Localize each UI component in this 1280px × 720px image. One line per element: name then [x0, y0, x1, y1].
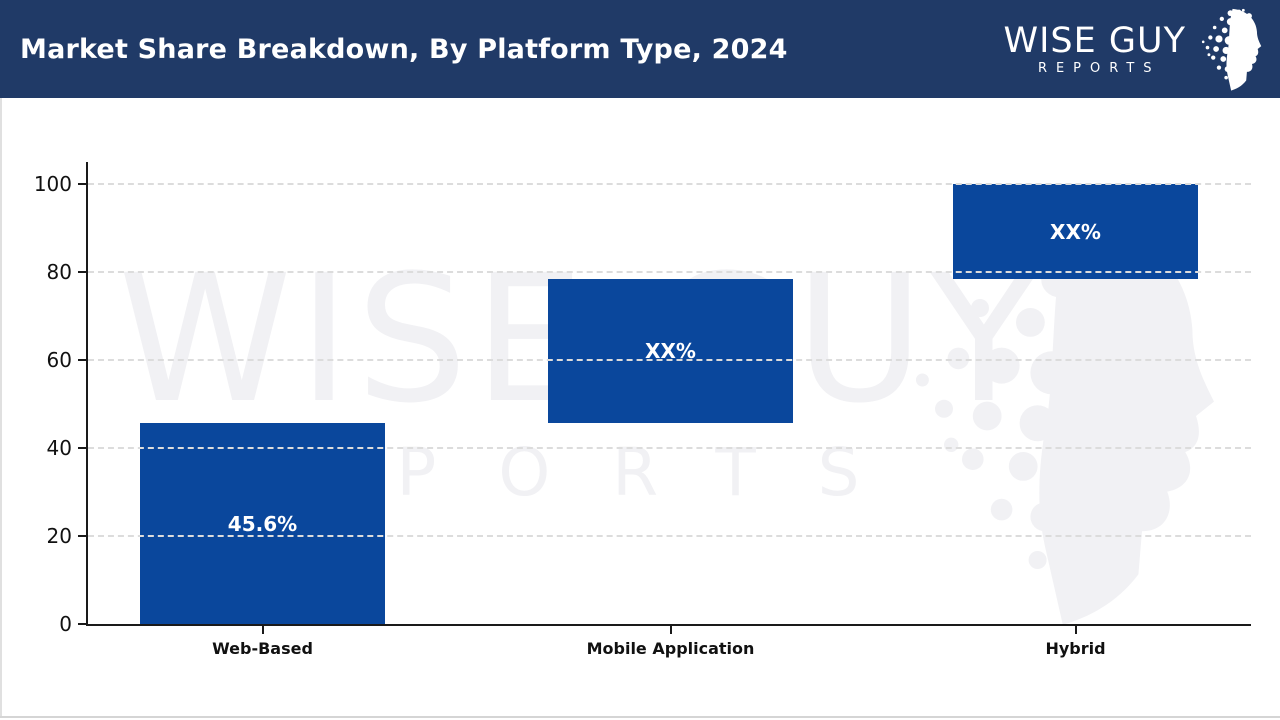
y-axis-label-0: 0 — [59, 612, 72, 636]
y-axis-tick-60 — [78, 359, 86, 361]
page-title: Market Share Breakdown, By Platform Type… — [20, 33, 788, 65]
wiseguy-head-icon — [1192, 6, 1266, 92]
bar-value-label: 45.6% — [227, 511, 298, 536]
y-axis-label-20: 20 — [46, 524, 72, 548]
x-axis-tick-1 — [669, 626, 672, 634]
bar-value-label: XX% — [1050, 219, 1101, 244]
bar-mobile-application: XX% — [548, 279, 793, 424]
y-axis-label-80: 80 — [46, 260, 72, 284]
gridline-80 — [88, 271, 1251, 273]
page-left-edge — [0, 98, 2, 716]
gridline-40 — [88, 447, 1251, 449]
wiseguy-logo-text: WISE GUY REPORTS — [1003, 20, 1186, 76]
y-axis-tick-40 — [78, 447, 86, 449]
category-label-1: Mobile Application — [586, 639, 755, 658]
category-label-2: Hybrid — [1045, 639, 1106, 658]
y-axis-tick-20 — [78, 535, 86, 537]
y-axis-tick-0 — [78, 623, 86, 625]
gridline-60 — [88, 359, 1251, 361]
y-axis-tick-80 — [78, 271, 86, 273]
y-axis-label-60: 60 — [46, 348, 72, 372]
category-label-0: Web-Based — [212, 639, 313, 658]
x-axis-spine — [86, 624, 1251, 626]
gridline-20 — [88, 535, 1251, 537]
y-axis-label-100: 100 — [33, 172, 72, 196]
gridline-100 — [88, 183, 1251, 185]
logo-reports-label: REPORTS — [1037, 60, 1161, 76]
logo-wiseguy-label: WISE GUY — [1003, 20, 1186, 61]
y-axis-spine — [86, 162, 88, 626]
wiseguy-logo: WISE GUY REPORTS — [1003, 6, 1266, 92]
x-axis-tick-2 — [1074, 626, 1077, 634]
header-bar: Market Share Breakdown, By Platform Type… — [0, 0, 1280, 98]
bar-hybrid: XX% — [953, 184, 1198, 280]
page-bottom-divider — [0, 716, 1280, 718]
y-axis-tick-100 — [78, 183, 86, 185]
y-axis-label-40: 40 — [46, 436, 72, 460]
bar-web-based: 45.6% — [140, 423, 385, 624]
x-axis-tick-0 — [261, 626, 264, 634]
